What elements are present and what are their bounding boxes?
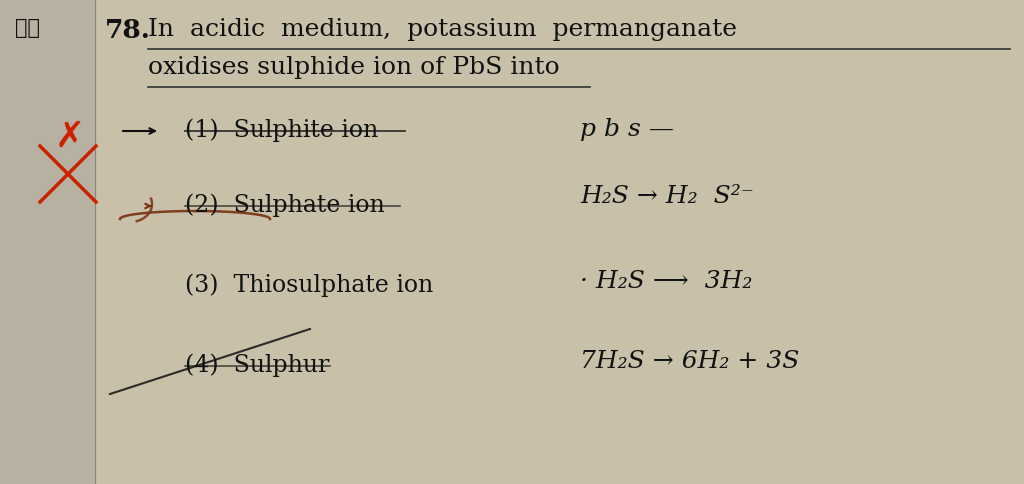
Text: इड: इड — [15, 18, 40, 38]
Text: In  acidic  medium,  potassium  permanganate: In acidic medium, potassium permanganate — [148, 18, 737, 41]
Text: (3)  Thiosulphate ion: (3) Thiosulphate ion — [185, 272, 433, 296]
Text: ✗: ✗ — [55, 120, 85, 154]
Text: 78.: 78. — [105, 18, 151, 43]
Text: (2)  Sulphate ion: (2) Sulphate ion — [185, 193, 385, 216]
Text: · H₂S ⟶  3H₂: · H₂S ⟶ 3H₂ — [580, 270, 753, 292]
Text: (4)  Sulphur: (4) Sulphur — [185, 352, 330, 376]
Text: p b s —: p b s — — [580, 118, 674, 141]
Text: (1)  Sulphite ion: (1) Sulphite ion — [185, 118, 378, 141]
Text: H₂S → H₂  S²⁻: H₂S → H₂ S²⁻ — [580, 184, 754, 208]
Text: oxidises sulphide ion of PbS into: oxidises sulphide ion of PbS into — [148, 56, 560, 79]
Text: 7H₂S → 6H₂ + 3S: 7H₂S → 6H₂ + 3S — [580, 349, 800, 372]
Bar — [0, 0, 95, 484]
